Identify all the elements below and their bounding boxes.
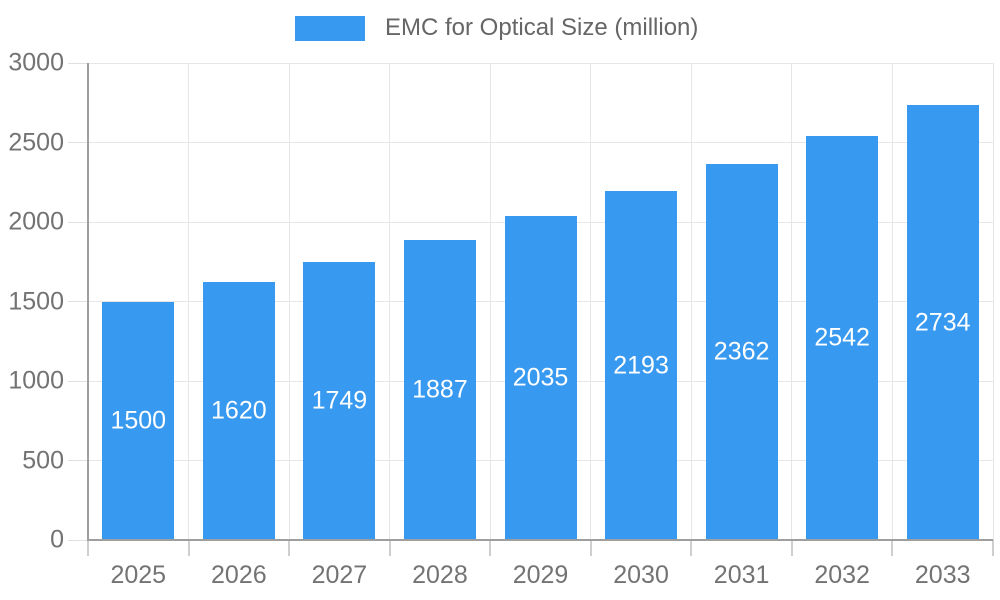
x-gridline — [188, 63, 190, 540]
y-gridline — [88, 62, 993, 64]
x-tick — [87, 540, 89, 556]
y-tick-label: 0 — [50, 525, 64, 554]
y-tick — [68, 380, 88, 382]
x-tick-label: 2026 — [211, 561, 267, 589]
y-tick-label: 2000 — [8, 207, 64, 236]
y-tick — [68, 301, 88, 302]
x-tick — [388, 540, 391, 556]
y-tick — [68, 142, 88, 143]
legend-item[interactable]: EMC for Optical Size (million) — [295, 14, 698, 42]
legend-label: EMC for Optical Size (million) — [385, 14, 699, 41]
bar[interactable] — [202, 282, 275, 540]
x-tick-label: 2027 — [311, 561, 368, 589]
bar[interactable] — [705, 164, 778, 540]
bar[interactable] — [102, 301, 175, 540]
x-gridline — [288, 63, 290, 540]
y-tick-label: 2500 — [8, 128, 64, 156]
x-tick-label: 2025 — [110, 561, 167, 589]
y-tick-label: 500 — [22, 446, 64, 474]
x-gridline — [590, 63, 592, 540]
bar[interactable] — [806, 135, 879, 540]
y-tick-label: 3000 — [8, 48, 64, 77]
x-tick-label: 2033 — [914, 561, 971, 589]
bar[interactable] — [605, 191, 678, 540]
bar[interactable] — [403, 239, 476, 540]
x-gridline — [690, 63, 692, 540]
x-tick-label: 2031 — [713, 561, 770, 589]
y-tick — [68, 539, 88, 541]
x-tick — [489, 540, 492, 556]
x-tick-label: 2032 — [814, 561, 870, 589]
x-gridline — [791, 63, 793, 540]
y-tick-label: 1500 — [8, 287, 64, 315]
x-gridline — [891, 63, 893, 540]
x-tick — [288, 540, 291, 556]
x-tick-label: 2030 — [613, 561, 669, 589]
bar[interactable] — [504, 216, 577, 540]
y-tick — [68, 62, 88, 64]
bar[interactable] — [906, 105, 979, 540]
y-axis-line — [87, 63, 89, 540]
x-tick-label: 2028 — [412, 561, 468, 589]
x-gridline — [389, 63, 391, 540]
x-tick — [790, 540, 793, 556]
x-tick — [992, 540, 994, 556]
x-tick — [187, 540, 190, 556]
bar[interactable] — [303, 261, 376, 540]
x-tick — [690, 540, 693, 556]
y-tick-label: 1000 — [8, 366, 64, 395]
x-gridline — [992, 63, 994, 540]
x-tick — [589, 540, 592, 556]
y-tick — [68, 221, 88, 223]
legend-swatch — [295, 15, 365, 41]
x-tick — [891, 540, 894, 556]
x-gridline — [489, 63, 491, 540]
y-tick — [68, 460, 88, 461]
x-tick-label: 2029 — [512, 561, 569, 589]
